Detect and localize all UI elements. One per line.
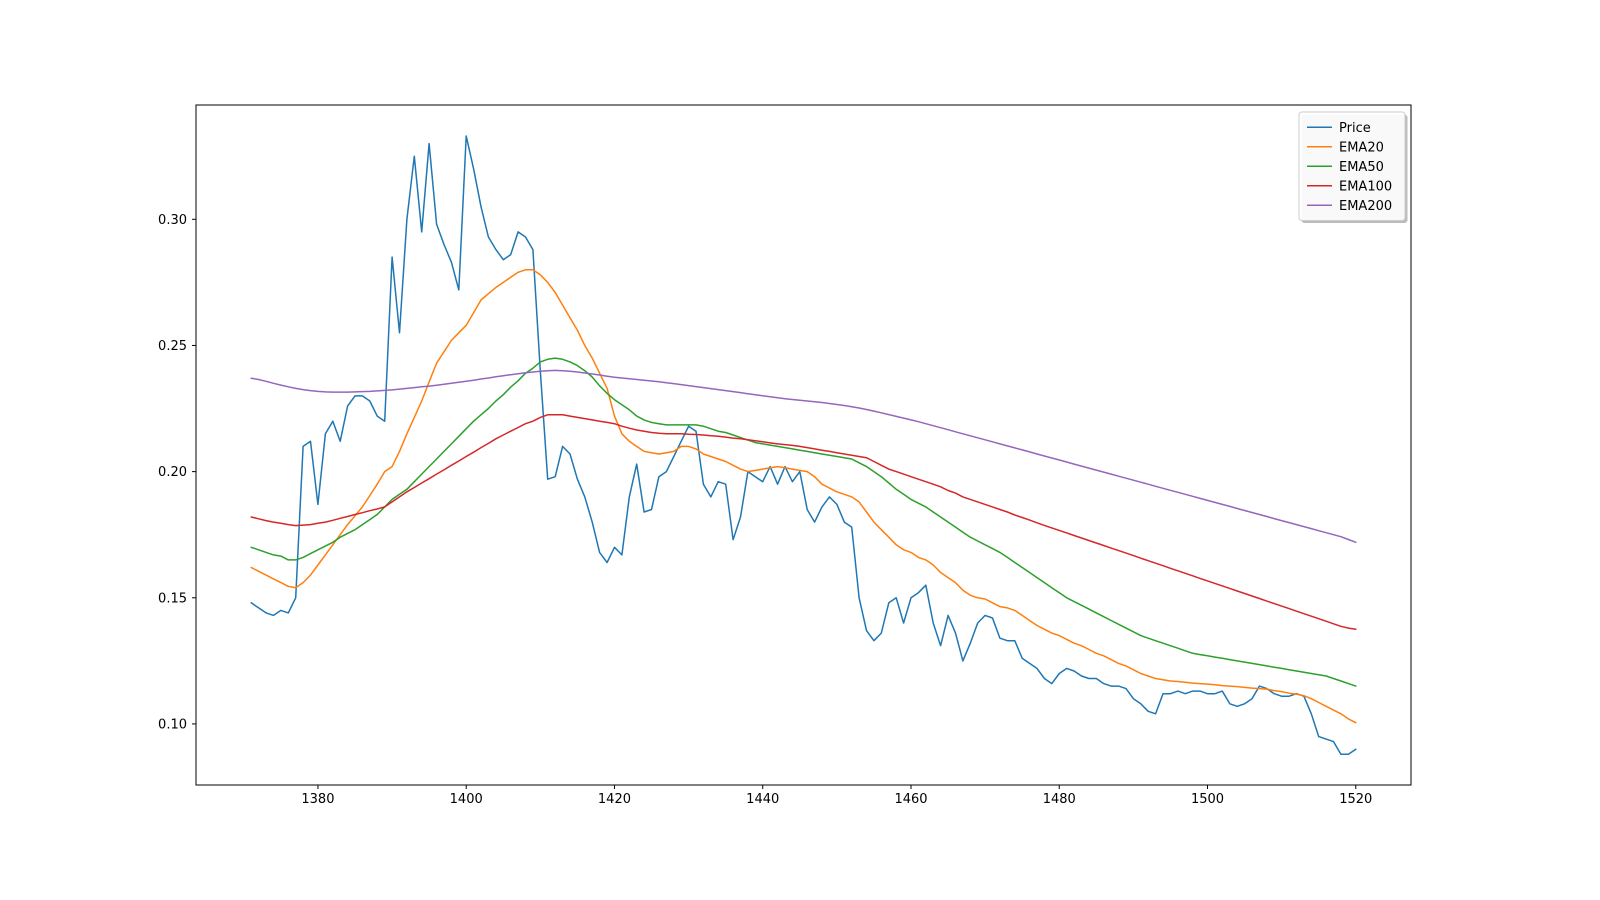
y-tick-label: 0.30 xyxy=(158,213,187,228)
x-tick-label: 1460 xyxy=(894,792,927,807)
x-tick-label: 1420 xyxy=(598,792,631,807)
legend-label-ema50: EMA50 xyxy=(1339,160,1384,175)
x-tick-label: 1480 xyxy=(1043,792,1076,807)
ema50-line xyxy=(250,357,1357,687)
y-tick-label: 0.25 xyxy=(158,339,187,354)
x-tick-label: 1500 xyxy=(1191,792,1224,807)
legend-label-ema20: EMA20 xyxy=(1339,140,1384,155)
ema200-line xyxy=(250,369,1357,544)
plot-frame xyxy=(195,104,1412,786)
ema100-line xyxy=(250,414,1357,631)
y-tick-label: 0.15 xyxy=(158,591,187,606)
x-tick-label: 1520 xyxy=(1339,792,1372,807)
y-tick-label: 0.20 xyxy=(158,465,187,480)
legend-label-ema100: EMA100 xyxy=(1339,179,1392,194)
x-tick-label: 1380 xyxy=(301,792,334,807)
ema20-line xyxy=(250,269,1357,724)
legend-box xyxy=(1298,111,1406,221)
x-tick-label: 1440 xyxy=(746,792,779,807)
x-tick-label: 1400 xyxy=(450,792,483,807)
legend-label-price: Price xyxy=(1339,121,1371,136)
y-tick-label: 0.10 xyxy=(158,717,187,732)
legend-label-ema200: EMA200 xyxy=(1339,199,1392,214)
price-line xyxy=(250,135,1357,755)
